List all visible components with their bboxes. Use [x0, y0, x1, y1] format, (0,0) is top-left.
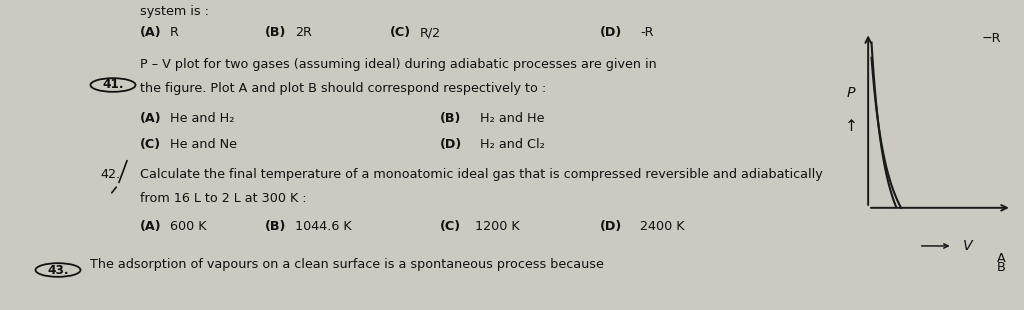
Text: ↑: ↑: [845, 119, 858, 134]
Text: (B): (B): [265, 220, 287, 233]
Text: 1200 K: 1200 K: [475, 220, 519, 233]
Text: 600 K: 600 K: [170, 220, 207, 233]
Text: from 16 L to 2 L at 300 K :: from 16 L to 2 L at 300 K :: [140, 192, 306, 205]
Text: 1044.6 K: 1044.6 K: [295, 220, 351, 233]
Text: (B): (B): [265, 26, 287, 39]
Text: V: V: [963, 239, 973, 253]
Text: 2400 K: 2400 K: [640, 220, 684, 233]
Text: H₂ and Cl₂: H₂ and Cl₂: [480, 138, 545, 151]
Text: (C): (C): [140, 138, 161, 151]
Text: (D): (D): [600, 26, 623, 39]
Text: −R: −R: [982, 33, 1001, 46]
Text: 41.: 41.: [102, 78, 124, 91]
Text: (C): (C): [390, 26, 411, 39]
Text: The adsorption of vapours on a clean surface is a spontaneous process because: The adsorption of vapours on a clean sur…: [90, 258, 604, 271]
Text: system is :: system is :: [140, 5, 209, 18]
Text: R: R: [170, 26, 179, 39]
Text: B: B: [996, 261, 1006, 274]
Text: H₂ and He: H₂ and He: [480, 112, 545, 125]
Text: the figure. Plot A and plot B should correspond respectively to :: the figure. Plot A and plot B should cor…: [140, 82, 546, 95]
Text: (B): (B): [440, 112, 462, 125]
Text: P – V plot for two gases (assuming ideal) during adiabatic processes are given i: P – V plot for two gases (assuming ideal…: [140, 58, 656, 71]
Text: 2R: 2R: [295, 26, 312, 39]
Text: (A): (A): [140, 220, 162, 233]
Text: R/2: R/2: [420, 26, 441, 39]
Text: 42.: 42.: [100, 168, 120, 181]
Text: (D): (D): [440, 138, 462, 151]
Text: Calculate the final temperature of a monoatomic ideal gas that is compressed rev: Calculate the final temperature of a mon…: [140, 168, 822, 181]
Text: (A): (A): [140, 26, 162, 39]
Text: (D): (D): [600, 220, 623, 233]
Text: P: P: [847, 86, 855, 100]
Text: (C): (C): [440, 220, 461, 233]
Text: He and H₂: He and H₂: [170, 112, 234, 125]
Text: 43.: 43.: [47, 264, 69, 277]
Text: (A): (A): [140, 112, 162, 125]
Text: A: A: [996, 252, 1006, 265]
Text: He and Ne: He and Ne: [170, 138, 237, 151]
Text: -R: -R: [640, 26, 653, 39]
